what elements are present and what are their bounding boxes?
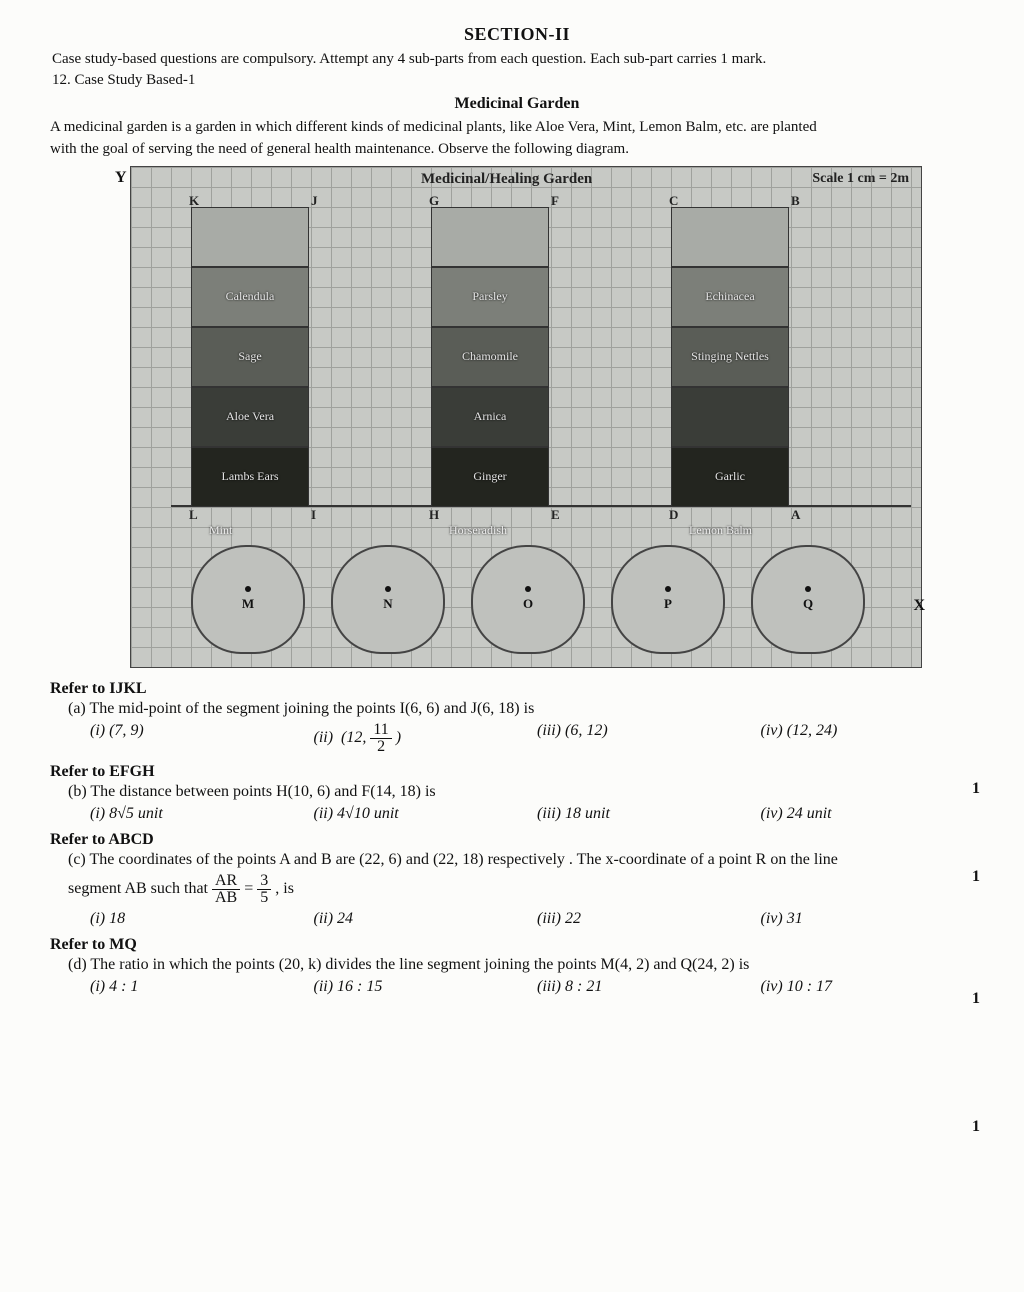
- seg-post: , is: [275, 880, 294, 897]
- mark-value: 1: [972, 990, 980, 1008]
- opt-b-iii: (iii) 18 unit: [537, 805, 761, 823]
- opt-b-i: (i) 8√5 unit: [90, 805, 314, 823]
- instruction-line: Case study-based questions are compulsor…: [50, 51, 984, 68]
- opt-c-iii: (iii) 22: [537, 910, 761, 928]
- corner-label: B: [791, 193, 800, 209]
- eq-sign: =: [244, 880, 257, 897]
- frac-3-5: 35: [257, 873, 271, 906]
- mark-value: 1: [972, 868, 980, 886]
- question-c-segment: segment AB such that ARAB = 35 , is: [68, 873, 984, 906]
- plant-segment: [191, 207, 309, 267]
- question-c: (c) The coordinates of the points A and …: [68, 851, 984, 869]
- corner-label: I: [311, 507, 316, 523]
- below-plant-label: Horseradish: [449, 523, 507, 538]
- plant-segment: Arnica: [431, 387, 549, 447]
- plant-segment: Ginger: [431, 447, 549, 507]
- corner-label: L: [189, 507, 198, 523]
- corner-label: E: [551, 507, 560, 523]
- mark-value: 1: [972, 780, 980, 798]
- garden-bed-column: CalendulaSageAloe VeraLambs Ears: [191, 207, 309, 507]
- garden-bed-column: EchinaceaStinging Nettles Garlic: [671, 207, 789, 507]
- mark-value: 1: [972, 1118, 980, 1136]
- opt-c-iv: (iv) 31: [761, 910, 985, 928]
- opt-c-i: (i) 18: [90, 910, 314, 928]
- plant-segment: [431, 207, 549, 267]
- plant-segment: [671, 387, 789, 447]
- opt-c-ii: (ii) 24: [314, 910, 538, 928]
- pot: Q: [751, 545, 865, 654]
- plant-segment: Chamomile: [431, 327, 549, 387]
- pot-label: Q: [803, 596, 813, 612]
- pot-center-dot: [805, 586, 811, 592]
- corner-label: D: [669, 507, 678, 523]
- corner-label: H: [429, 507, 439, 523]
- diagram-title: Medicinal/Healing Garden: [421, 171, 592, 188]
- intro-line-1: A medicinal garden is a garden in which …: [50, 117, 984, 137]
- ref-abcd: Refer to ABCD: [50, 831, 984, 849]
- corner-label: A: [791, 507, 800, 523]
- ref-ijkl: Refer to IJKL: [50, 680, 984, 698]
- opt-a-i: (i) (7, 9): [90, 722, 314, 755]
- pot-label: P: [664, 596, 672, 612]
- plant-segment: Aloe Vera: [191, 387, 309, 447]
- options-d: (i) 4 : 1 (ii) 16 : 15 (iii) 8 : 21 (iv)…: [90, 978, 984, 996]
- opt-b-ii: (ii) 4√10 unit: [314, 805, 538, 823]
- pot-center-dot: [525, 586, 531, 592]
- exam-page: SECTION-II Case study-based questions ar…: [0, 0, 1024, 1292]
- case-study-label: 12. Case Study Based-1: [50, 72, 984, 89]
- pot: M: [191, 545, 305, 654]
- pot-center-dot: [245, 586, 251, 592]
- axis-x-label: X: [913, 597, 925, 615]
- below-plant-label: Lemon Balm: [689, 523, 752, 538]
- medicinal-garden-diagram: Y Medicinal/Healing Garden Scale 1 cm = …: [130, 166, 922, 668]
- opt-d-iv: (iv) 10 : 17: [761, 978, 985, 996]
- pot: O: [471, 545, 585, 654]
- opt-d-iii: (iii) 8 : 21: [537, 978, 761, 996]
- question-a: (a) The mid-point of the segment joining…: [68, 700, 984, 718]
- seg-pre: segment AB such that: [68, 880, 212, 897]
- sub-heading: Medicinal Garden: [50, 95, 984, 113]
- options-c: (i) 18 (ii) 24 (iii) 22 (iv) 31: [90, 910, 984, 928]
- section-title: SECTION-II: [50, 24, 984, 45]
- ref-efgh: Refer to EFGH: [50, 763, 984, 781]
- opt-d-ii: (ii) 16 : 15: [314, 978, 538, 996]
- ref-mq: Refer to MQ: [50, 936, 984, 954]
- pot-center-dot: [385, 586, 391, 592]
- plant-segment: Stinging Nettles: [671, 327, 789, 387]
- corner-label: F: [551, 193, 559, 209]
- plant-segment: Sage: [191, 327, 309, 387]
- opt-a-ii: (ii) (12, 112 ): [314, 722, 538, 755]
- opt-b-iv: (iv) 24 unit: [761, 805, 985, 823]
- plant-segment: Garlic: [671, 447, 789, 507]
- question-d: (d) The ratio in which the points (20, k…: [68, 956, 984, 974]
- options-a: (i) (7, 9) (ii) (12, 112 ) (iii) (6, 12)…: [90, 722, 984, 755]
- garden-bed-column: ParsleyChamomileArnicaGinger: [431, 207, 549, 507]
- frac-ar-ab: ARAB: [212, 873, 240, 906]
- options-b: (i) 8√5 unit (ii) 4√10 unit (iii) 18 uni…: [90, 805, 984, 823]
- pot: P: [611, 545, 725, 654]
- pot-label: O: [523, 596, 533, 612]
- diagram-scale: Scale 1 cm = 2m: [812, 171, 909, 187]
- intro-line-2: with the goal of serving the need of gen…: [50, 139, 984, 159]
- question-b: (b) The distance between points H(10, 6)…: [68, 783, 984, 801]
- plant-segment: Parsley: [431, 267, 549, 327]
- pot-label: M: [242, 596, 254, 612]
- below-plant-label: Mint: [209, 523, 232, 538]
- corner-label: J: [311, 193, 318, 209]
- opt-a-iii: (iii) (6, 12): [537, 722, 761, 755]
- pot-center-dot: [665, 586, 671, 592]
- pot-label: N: [383, 596, 392, 612]
- plant-segment: Echinacea: [671, 267, 789, 327]
- questions-block: 1 Refer to IJKL (a) The mid-point of the…: [50, 680, 984, 996]
- plant-segment: Lambs Ears: [191, 447, 309, 507]
- opt-d-i: (i) 4 : 1: [90, 978, 314, 996]
- plant-segment: Calendula: [191, 267, 309, 327]
- axis-y-label: Y: [115, 169, 127, 187]
- opt-a-iv: (iv) (12, 24): [761, 722, 985, 755]
- pot: N: [331, 545, 445, 654]
- plant-segment: [671, 207, 789, 267]
